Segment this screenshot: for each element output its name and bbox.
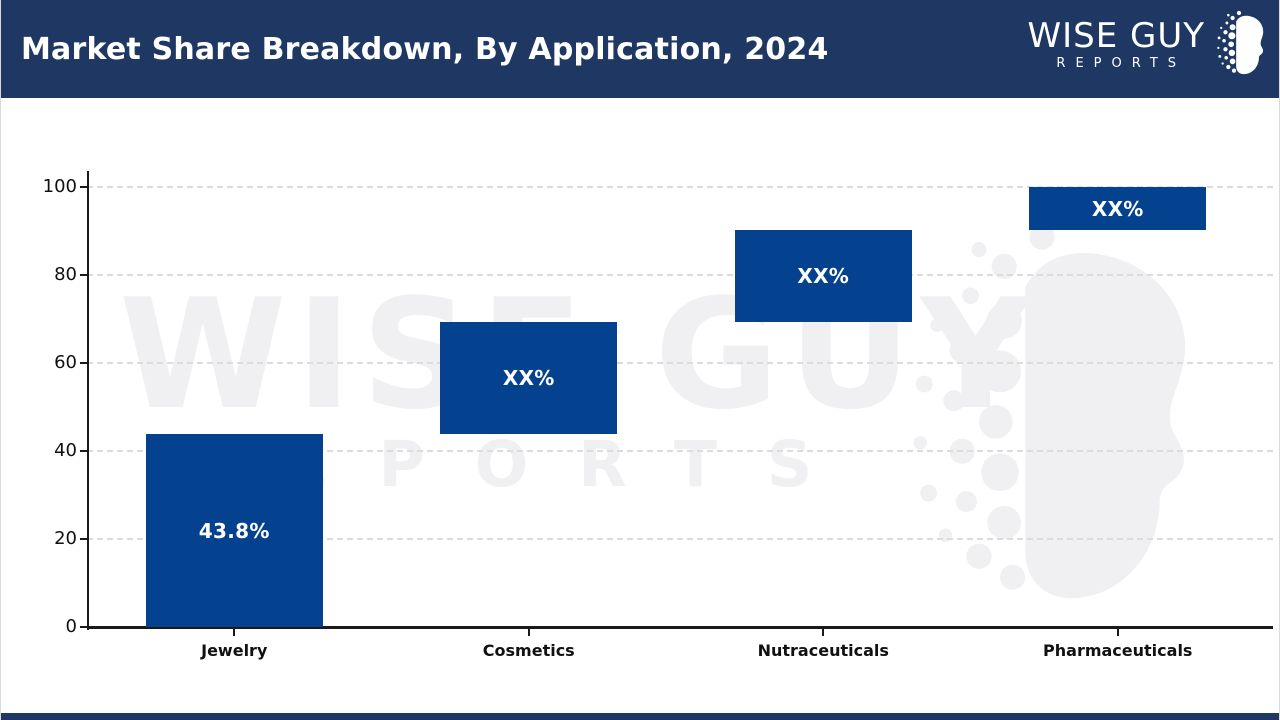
bar-jewelry: 43.8%: [145, 434, 323, 627]
bar-value-label-pharmaceuticals: XX%: [1091, 196, 1144, 221]
chart-area: WISE GUY REPORTS 0 20 40 60 80 100 43.8% Jewelr…: [1, 98, 1279, 714]
y-tick-label-0: 0: [65, 616, 77, 637]
y-tick-label-60: 60: [54, 352, 77, 373]
x-tick-label-jewelry: Jewelry: [201, 641, 268, 660]
y-tick-60: [80, 362, 88, 364]
bar-value-label-nutraceuticals: XX%: [797, 263, 850, 288]
gridline-80: [87, 274, 1273, 276]
wiseguy-logo: WISE GUY REPORTS: [1027, 4, 1271, 86]
gridline-60: [87, 362, 1273, 364]
gridline-100: [87, 186, 1273, 188]
x-tick-label-cosmetics: Cosmetics: [482, 641, 575, 660]
header-bar: Market Share Breakdown, By Application, …: [1, 0, 1279, 98]
plot-area: 0 20 40 60 80 100 43.8% Jewelry XX% Cosmetics XX% N…: [1, 98, 1279, 714]
x-axis-line: [87, 626, 1273, 629]
y-tick-label-100: 100: [42, 176, 77, 197]
logo-wordmark-bottom: REPORTS: [1056, 55, 1187, 71]
y-tick-20: [80, 538, 88, 540]
gridline-40: [87, 450, 1273, 452]
bar-cosmetics: XX%: [440, 321, 618, 435]
bar-pharmaceuticals: XX%: [1029, 187, 1207, 231]
bar-nutraceuticals: XX%: [734, 230, 912, 322]
logo-wordmark-top: WISE GUY: [1027, 16, 1205, 57]
x-tick-pharmaceuticals: [1116, 629, 1119, 636]
y-tick-label-40: 40: [54, 440, 77, 461]
x-tick-label-nutraceuticals: Nutraceuticals: [757, 641, 889, 660]
y-tick-label-80: 80: [54, 264, 77, 285]
y-tick-label-20: 20: [54, 528, 77, 549]
gridline-20: [87, 538, 1273, 540]
y-tick-80: [80, 274, 88, 276]
logo-wordmark: WISE GUY REPORTS: [1027, 16, 1205, 71]
y-tick-0: [80, 626, 88, 628]
y-axis-line: [87, 171, 89, 630]
y-tick-40: [80, 450, 88, 452]
x-tick-nutraceuticals: [822, 629, 825, 636]
bar-value-label-cosmetics: XX%: [502, 365, 555, 390]
x-tick-cosmetics: [527, 629, 530, 636]
x-tick-jewelry: [233, 629, 236, 636]
footer-bar: [1, 713, 1279, 720]
bar-value-label-jewelry: 43.8%: [198, 518, 270, 543]
y-tick-100: [80, 186, 88, 188]
page-title: Market Share Breakdown, By Application, …: [21, 31, 829, 67]
logo-face-icon: [1217, 10, 1264, 75]
x-tick-label-pharmaceuticals: Pharmaceuticals: [1043, 641, 1193, 660]
